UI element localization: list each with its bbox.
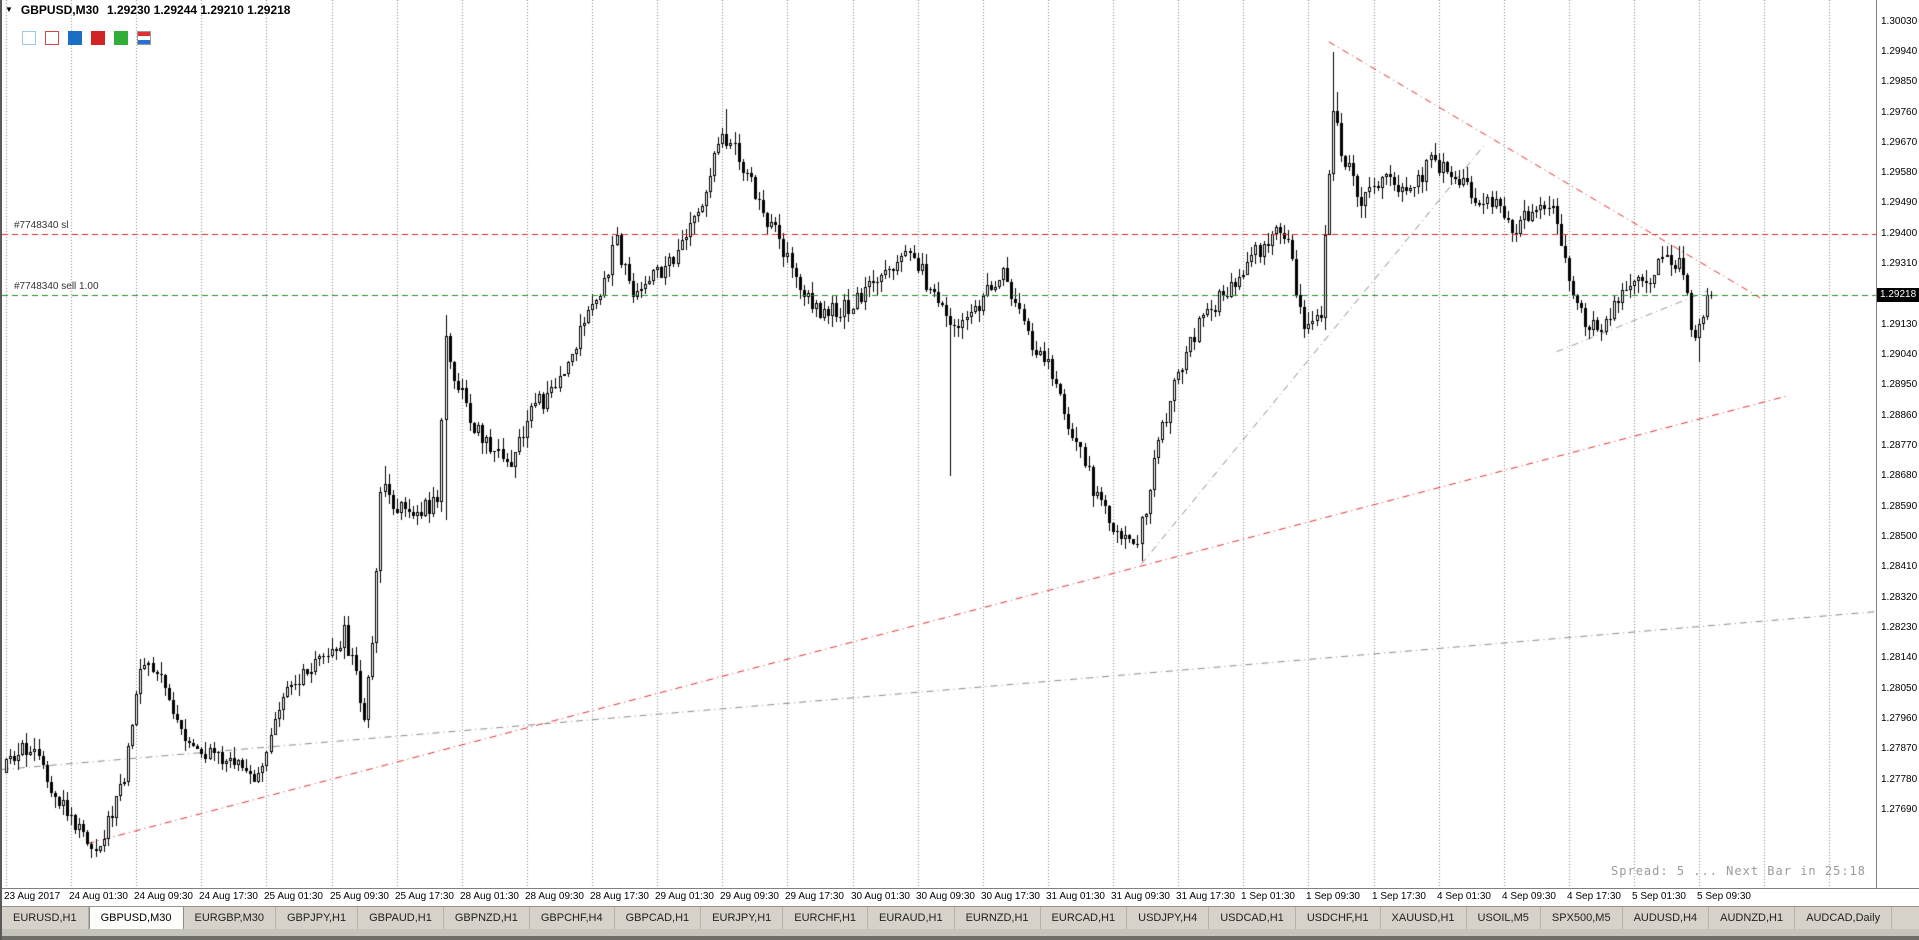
price-axis-label: 1.29040 bbox=[1881, 349, 1918, 360]
chart-tab-eurusd-h1[interactable]: EURUSD,H1 bbox=[2, 907, 89, 929]
time-axis-label: 28 Aug 09:30 bbox=[525, 891, 584, 902]
time-axis-label: 30 Aug 01:30 bbox=[851, 891, 910, 902]
time-axis-label: 24 Aug 09:30 bbox=[134, 891, 193, 902]
chart-tab-gbpnzd-h1[interactable]: GBPNZD,H1 bbox=[444, 907, 530, 929]
chart-tab-eurnzd-h1[interactable]: EURNZD,H1 bbox=[955, 907, 1041, 929]
sell-order-line-label: #7748340 sell 1.00 bbox=[14, 281, 99, 292]
swatch-white-blue-border-icon[interactable] bbox=[22, 31, 36, 45]
chart-tab-eurchf-h1[interactable]: EURCHF,H1 bbox=[783, 907, 869, 929]
chart-tab-eurgbp-m30[interactable]: EURGBP,M30 bbox=[184, 907, 276, 929]
price-axis-label: 1.29490 bbox=[1881, 197, 1918, 208]
chart-header: ▼ GBPUSD,M30 1.29230 1.29244 1.29210 1.2… bbox=[5, 3, 290, 17]
price-axis-label: 1.29130 bbox=[1881, 319, 1918, 330]
time-axis-label: 4 Sep 17:30 bbox=[1567, 891, 1621, 902]
chart-ohlc-values: 1.29230 1.29244 1.29210 1.29218 bbox=[106, 3, 291, 17]
chart-symbol-period: GBPUSD,M30 bbox=[20, 3, 99, 17]
time-axis-label: 30 Aug 17:30 bbox=[981, 891, 1040, 902]
chart-tab-bar: EURUSD,H1 GBPUSD,M30 EURGBP,M30 GBPJPY,H1 GB… bbox=[2, 906, 1919, 929]
time-axis-label: 29 Aug 01:30 bbox=[655, 891, 714, 902]
chart-plot-area[interactable]: ▼ GBPUSD,M30 1.29230 1.29244 1.29210 1.2… bbox=[2, 0, 1876, 888]
price-axis-label: 1.28770 bbox=[1881, 440, 1918, 451]
chart-tab-usoil-m5[interactable]: USOIL,M5 bbox=[1467, 907, 1541, 929]
time-axis-label: 31 Aug 17:30 bbox=[1176, 891, 1235, 902]
price-axis-label: 1.28500 bbox=[1881, 531, 1918, 542]
price-axis-label: 1.28680 bbox=[1881, 470, 1918, 481]
swatch-striped-flag-icon[interactable] bbox=[137, 31, 151, 45]
time-axis-label: 24 Aug 17:30 bbox=[199, 891, 258, 902]
price-axis-label: 1.29940 bbox=[1881, 46, 1918, 57]
chart-tab-spx500-m5[interactable]: SPX500,M5 bbox=[1541, 907, 1623, 929]
price-axis-label: 1.28140 bbox=[1881, 652, 1918, 663]
price-axis-label: 1.29670 bbox=[1881, 137, 1918, 148]
price-axis-label: 1.29400 bbox=[1881, 228, 1918, 239]
chart-tab-audnzd-h1[interactable]: AUDNZD,H1 bbox=[1709, 907, 1796, 929]
price-axis-label: 1.30030 bbox=[1881, 16, 1918, 27]
time-axis-label: 23 Aug 2017 bbox=[4, 891, 61, 902]
chart-tab-gbpcad-h1[interactable]: GBPCAD,H1 bbox=[615, 907, 702, 929]
price-axis-label: 1.28410 bbox=[1881, 561, 1918, 572]
stoploss-line-label: #7748340 sl bbox=[14, 220, 69, 231]
time-axis-label: 30 Aug 09:30 bbox=[916, 891, 975, 902]
chart-tab-gbpusd-m30[interactable]: GBPUSD,M30 bbox=[88, 907, 184, 929]
spread-nextbar-status: Spread: 5 ... Next Bar in 25:18 bbox=[1611, 864, 1866, 878]
window-bottom-strip bbox=[2, 929, 1919, 940]
time-axis[interactable]: 23 Aug 2017 24 Aug 01:30 24 Aug 09:30 24 Au… bbox=[2, 888, 1919, 906]
price-axis-label: 1.29760 bbox=[1881, 107, 1918, 118]
collapse-chart-icon[interactable]: ▼ bbox=[5, 5, 13, 14]
price-axis-label: 1.28320 bbox=[1881, 592, 1918, 603]
time-axis-label: 4 Sep 01:30 bbox=[1437, 891, 1491, 902]
chart-tab-xauusd-h1[interactable]: XAUUSD,H1 bbox=[1381, 907, 1467, 929]
price-axis-label: 1.28950 bbox=[1881, 379, 1918, 390]
chart-tab-eurjpy-h1[interactable]: EURJPY,H1 bbox=[701, 907, 784, 929]
price-axis-label: 1.29310 bbox=[1881, 258, 1918, 269]
price-axis-label: 1.28860 bbox=[1881, 410, 1918, 421]
price-axis-label: 1.29580 bbox=[1881, 167, 1918, 178]
time-axis-label: 29 Aug 17:30 bbox=[785, 891, 844, 902]
chart-tab-gbpaud-h1[interactable]: GBPAUD,H1 bbox=[358, 907, 444, 929]
time-axis-label: 31 Aug 01:30 bbox=[1046, 891, 1105, 902]
current-price-tag: 1.29218 bbox=[1877, 288, 1919, 302]
time-axis-label: 31 Aug 09:30 bbox=[1111, 891, 1170, 902]
time-axis-label: 25 Aug 01:30 bbox=[264, 891, 323, 902]
time-axis-label: 24 Aug 01:30 bbox=[69, 891, 128, 902]
chart-tab-usdcad-h1[interactable]: USDCAD,H1 bbox=[1209, 907, 1296, 929]
price-axis-label: 1.28050 bbox=[1881, 683, 1918, 694]
time-axis-label: 1 Sep 01:30 bbox=[1241, 891, 1295, 902]
time-axis-label: 25 Aug 09:30 bbox=[330, 891, 389, 902]
time-axis-label: 25 Aug 17:30 bbox=[395, 891, 454, 902]
price-axis[interactable]: 1.29218 1.30030 1.29940 1.29850 1.29760 1.29… bbox=[1876, 0, 1919, 888]
chart-tab-audcad-daily[interactable]: AUDCAD,Daily bbox=[1795, 907, 1893, 929]
price-axis-label: 1.27690 bbox=[1881, 804, 1918, 815]
price-axis-label: 1.27870 bbox=[1881, 743, 1918, 754]
time-axis-label: 4 Sep 09:30 bbox=[1502, 891, 1556, 902]
time-axis-label: 28 Aug 01:30 bbox=[460, 891, 519, 902]
swatch-white-red-border-icon[interactable] bbox=[45, 31, 59, 45]
candlestick-chart-canvas[interactable] bbox=[2, 0, 1876, 888]
time-axis-label: 1 Sep 09:30 bbox=[1306, 891, 1360, 902]
price-axis-label: 1.27960 bbox=[1881, 713, 1918, 724]
time-axis-label: 1 Sep 17:30 bbox=[1372, 891, 1426, 902]
time-axis-label: 5 Sep 09:30 bbox=[1697, 891, 1751, 902]
price-axis-label: 1.27780 bbox=[1881, 774, 1918, 785]
chart-tab-eurcad-h1[interactable]: EURCAD,H1 bbox=[1041, 907, 1128, 929]
time-axis-label: 5 Sep 01:30 bbox=[1632, 891, 1686, 902]
price-axis-label: 1.29850 bbox=[1881, 76, 1918, 87]
time-axis-label: 29 Aug 09:30 bbox=[720, 891, 779, 902]
chart-tab-euraud-h1[interactable]: EURAUD,H1 bbox=[868, 907, 955, 929]
chart-tab-usdchf-h1[interactable]: USDCHF,H1 bbox=[1296, 907, 1381, 929]
swatch-green-icon[interactable] bbox=[114, 31, 128, 45]
chart-tab-usdjpy-h4[interactable]: USDJPY,H4 bbox=[1127, 907, 1210, 929]
time-axis-label: 28 Aug 17:30 bbox=[590, 891, 649, 902]
price-axis-label: 1.28590 bbox=[1881, 501, 1918, 512]
chart-tab-gbpchf-h4[interactable]: GBPCHF,H4 bbox=[530, 907, 615, 929]
chart-tab-audusd-h4[interactable]: AUDUSD,H4 bbox=[1623, 907, 1710, 929]
swatch-red-icon[interactable] bbox=[91, 31, 105, 45]
swatch-blue-icon[interactable] bbox=[68, 31, 82, 45]
object-swatch-toolbar bbox=[22, 31, 151, 45]
price-axis-label: 1.28230 bbox=[1881, 622, 1918, 633]
chart-tab-gbpjpy-h1[interactable]: GBPJPY,H1 bbox=[276, 907, 359, 929]
